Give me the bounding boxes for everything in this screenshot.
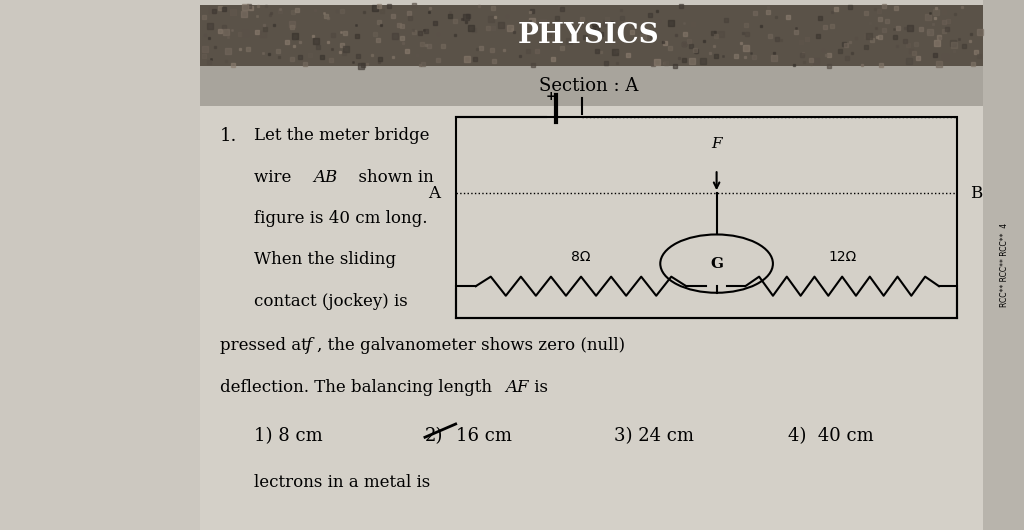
Text: figure is 40 cm long.: figure is 40 cm long. (254, 210, 427, 227)
Text: 2): 2) (425, 427, 443, 445)
Text: contact (jockey) is: contact (jockey) is (254, 293, 408, 310)
Text: RCC** RCC** RCC**  4: RCC** RCC** RCC** 4 (1000, 223, 1009, 307)
FancyBboxPatch shape (0, 0, 983, 530)
Text: +: + (546, 90, 556, 103)
Text: When the sliding: When the sliding (254, 251, 396, 268)
Text: 16 cm: 16 cm (456, 427, 512, 445)
FancyBboxPatch shape (983, 0, 1024, 530)
Text: 8Ω: 8Ω (571, 250, 591, 264)
Bar (456, 117, 957, 318)
Text: A: A (428, 184, 440, 201)
Text: , the galvanometer shows zero (null): , the galvanometer shows zero (null) (317, 337, 626, 354)
Text: lectrons in a metal is: lectrons in a metal is (254, 474, 430, 491)
Text: 3) 24 cm: 3) 24 cm (614, 427, 694, 445)
Text: pressed at: pressed at (220, 337, 313, 354)
Text: 1.: 1. (220, 127, 238, 145)
Text: G: G (710, 257, 723, 271)
Text: PHYSICS: PHYSICS (518, 22, 659, 49)
FancyBboxPatch shape (200, 106, 983, 530)
Text: Section : A: Section : A (539, 77, 639, 95)
Text: Let the meter bridge: Let the meter bridge (254, 127, 429, 144)
Text: B: B (970, 184, 982, 201)
Text: wire: wire (254, 169, 302, 185)
FancyBboxPatch shape (200, 5, 983, 66)
FancyBboxPatch shape (200, 66, 983, 106)
Text: AB: AB (313, 169, 338, 185)
Text: 1) 8 cm: 1) 8 cm (254, 427, 323, 445)
Text: deflection. The balancing length: deflection. The balancing length (220, 379, 498, 396)
Text: f: f (305, 337, 310, 354)
Text: shown in: shown in (348, 169, 434, 185)
Text: AF: AF (505, 379, 528, 396)
Text: F: F (712, 137, 722, 151)
Text: 12Ω: 12Ω (828, 250, 856, 264)
Text: is: is (529, 379, 549, 396)
Text: 4)  40 cm: 4) 40 cm (788, 427, 874, 445)
